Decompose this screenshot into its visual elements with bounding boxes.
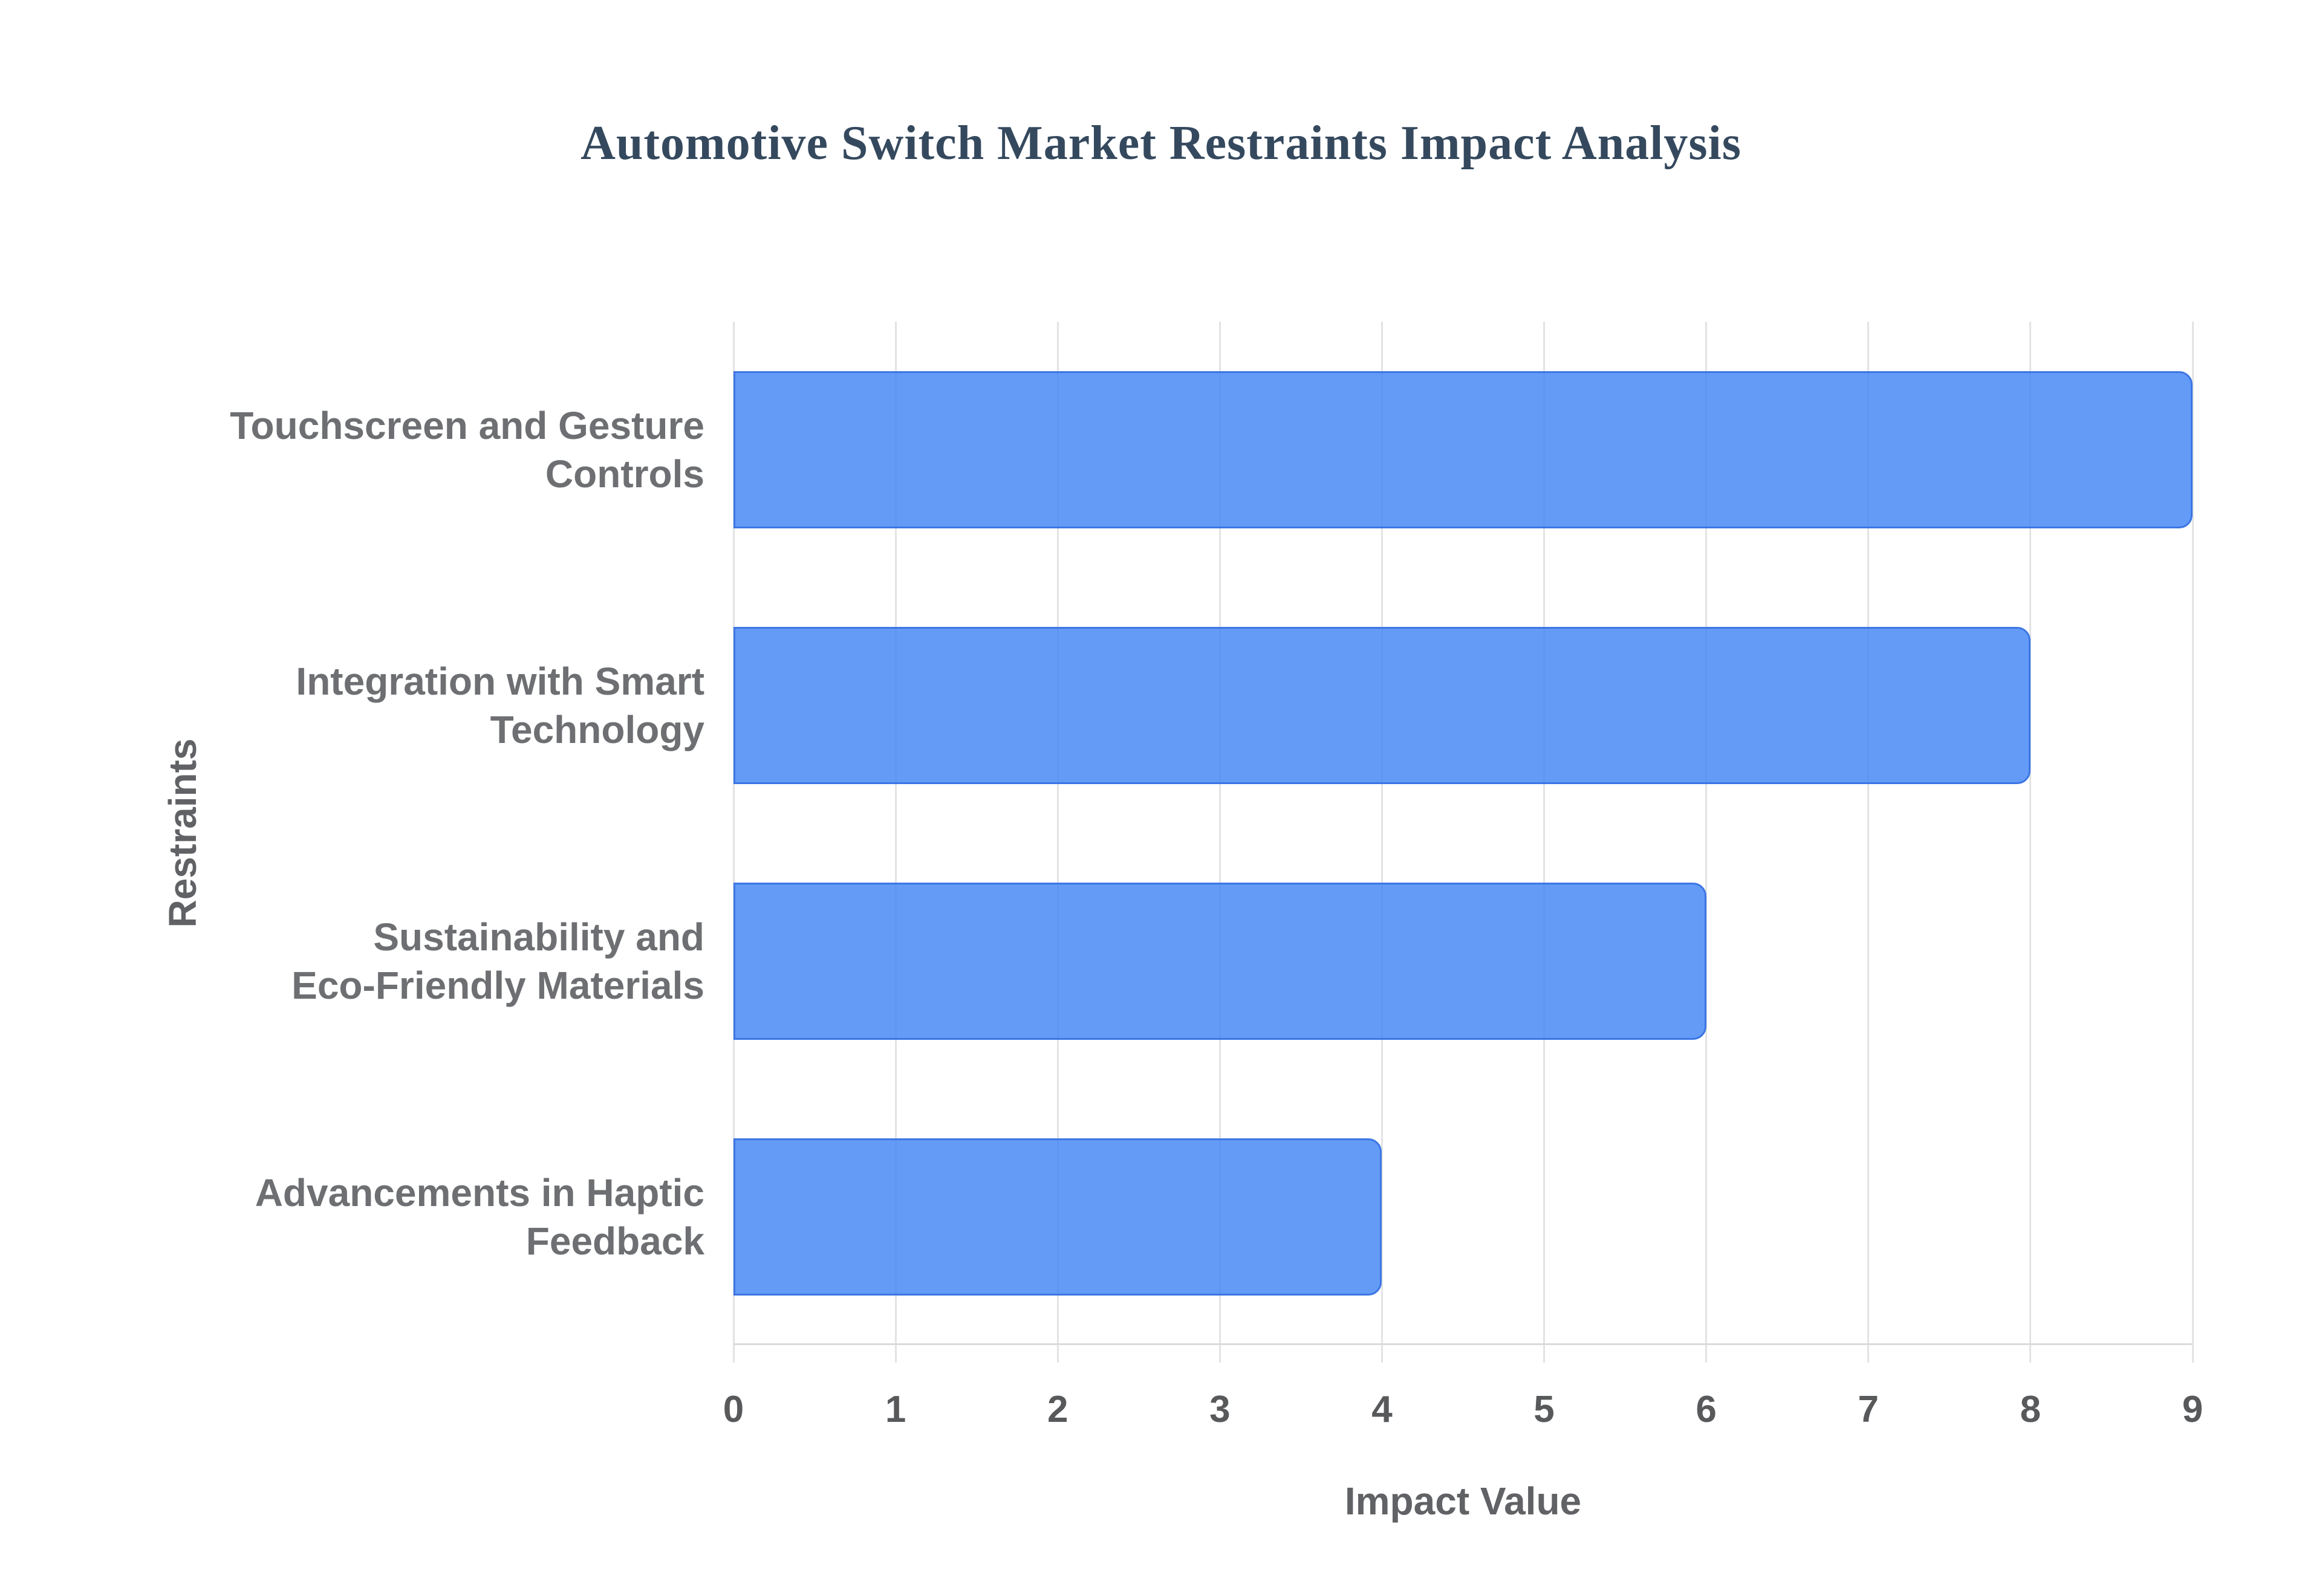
category-label-line: Feedback <box>525 1219 704 1263</box>
category-label-line: Technology <box>490 707 704 751</box>
x-tick-label: 3 <box>1209 1389 1231 1430</box>
category-label-advancements-in-haptic-feedback: Advancements in Haptic Feedback <box>39 1169 704 1265</box>
plot-area <box>732 322 2194 1363</box>
gridline <box>1218 322 1221 1363</box>
gridline <box>1381 322 1383 1363</box>
x-tick-label: 5 <box>1533 1389 1555 1430</box>
gridline <box>894 322 897 1363</box>
bar-sustainability-and-eco-friendly-materials[interactable] <box>733 882 1706 1040</box>
bar-integration-with-smart-technology[interactable] <box>733 626 2031 784</box>
x-tick-label: 1 <box>885 1389 906 1430</box>
category-label-sustainability-and-eco-friendly-materials: Sustainability and Eco-Friendly Materials <box>39 913 704 1010</box>
bar-advancements-in-haptic-feedback[interactable] <box>733 1138 1382 1296</box>
x-tick-label: 4 <box>1371 1389 1393 1430</box>
gridline <box>1705 322 1708 1363</box>
x-axis-title: Impact Value <box>1344 1479 1582 1523</box>
category-label-line: Touchscreen and Gesture <box>230 403 704 447</box>
chart-title: Automotive Switch Market Restraints Impa… <box>580 117 1742 170</box>
bar-touchscreen-and-gesture-controls[interactable] <box>733 371 2193 528</box>
category-label-touchscreen-and-gesture-controls: Touchscreen and Gesture Controls <box>39 401 704 498</box>
x-tick-label: 2 <box>1047 1389 1068 1430</box>
category-label-line: Advancements in Haptic <box>255 1170 704 1215</box>
category-label-line: Sustainability and <box>373 915 704 959</box>
gridline <box>2191 322 2194 1363</box>
gridline <box>1056 322 1059 1363</box>
category-label-line: Integration with Smart <box>296 659 704 703</box>
category-label-integration-with-smart-technology: Integration with Smart Technology <box>39 657 704 754</box>
x-tick-label: 9 <box>2182 1389 2203 1430</box>
category-label-line: Eco-Friendly Materials <box>291 963 704 1007</box>
x-tick-label: 0 <box>723 1389 744 1430</box>
gridline <box>1543 322 1546 1363</box>
x-tick-label: 7 <box>1858 1389 1879 1430</box>
category-label-line: Controls <box>545 452 704 496</box>
gridline <box>2029 322 2032 1363</box>
gridline <box>732 322 735 1363</box>
x-tick-label: 6 <box>1696 1389 1717 1430</box>
x-axis-line <box>733 1343 2193 1345</box>
y-axis-title: Restraints <box>161 738 204 928</box>
x-tick-label: 8 <box>2020 1389 2041 1430</box>
gridline <box>1867 322 1870 1363</box>
